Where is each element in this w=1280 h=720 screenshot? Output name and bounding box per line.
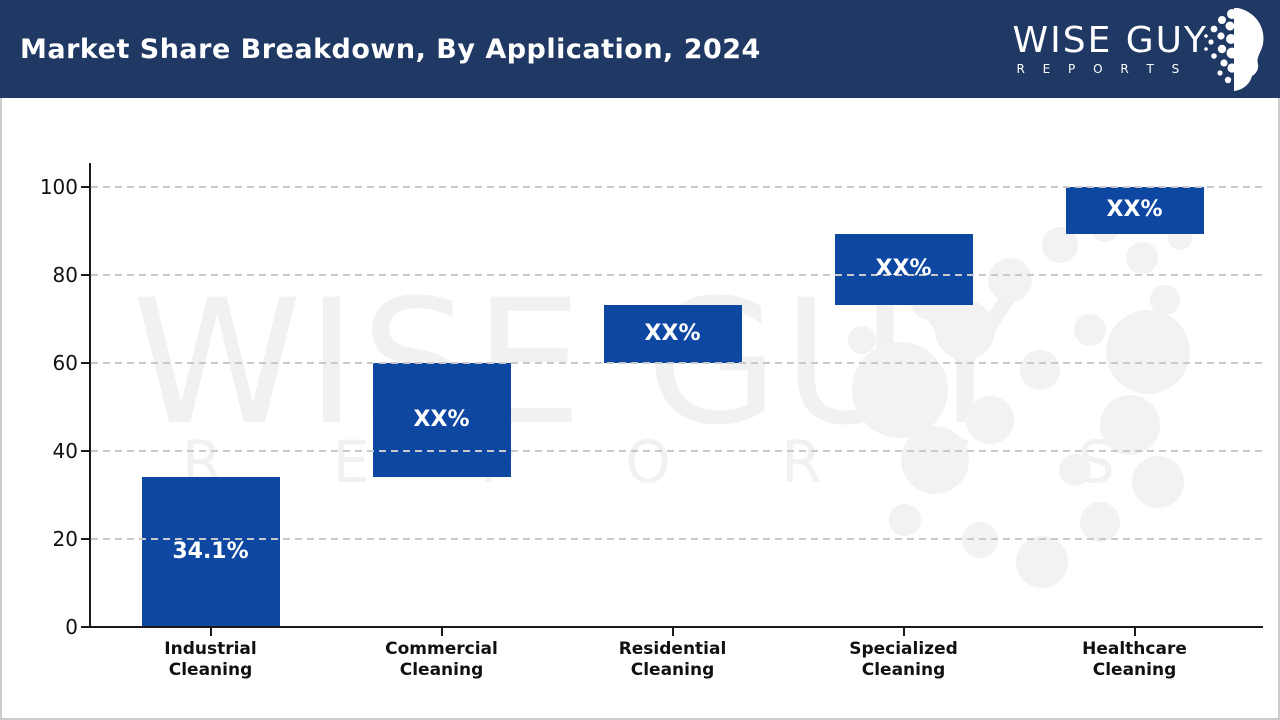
dotted-face-icon	[1204, 8, 1264, 91]
bar-healthcare-cleaning	[1065, 186, 1204, 234]
watermark-dot	[901, 426, 969, 494]
gridline	[91, 273, 1262, 276]
x-category-label: Specialized Cleaning	[849, 639, 958, 680]
watermark-dot	[889, 504, 921, 536]
y-tick-mark	[81, 626, 89, 628]
watermark-dot	[1080, 502, 1120, 542]
x-tick-mark	[440, 628, 443, 636]
bar-value-label: XX%	[875, 256, 932, 282]
watermark-dot	[962, 522, 998, 558]
bar-value-label: 34.1%	[172, 538, 249, 564]
watermark-dot	[1074, 314, 1106, 346]
watermark-dot	[1059, 454, 1091, 486]
x-tick-mark	[1133, 628, 1136, 636]
logo-subtitle: R E P O R T S	[1016, 61, 1187, 76]
y-tick-label: 20	[52, 526, 78, 551]
x-category-label: Commercial Cleaning	[385, 639, 498, 680]
x-category-label: Residential Cleaning	[618, 639, 727, 680]
bar-specialized-cleaning	[834, 233, 973, 305]
y-tick-label: 0	[65, 615, 78, 639]
x-category-label: Healthcare Cleaning	[1082, 639, 1187, 680]
x-tick-mark	[209, 628, 212, 636]
bar-residential-cleaning	[603, 304, 742, 363]
y-tick-mark	[81, 449, 89, 452]
bar-industrial-cleaning	[141, 476, 280, 627]
y-tick-label: 60	[52, 350, 78, 375]
logo-wordmark: WISE GUY	[1012, 19, 1208, 61]
bar-commercial-cleaning	[372, 362, 511, 477]
watermark-dot	[966, 396, 1014, 444]
watermark-dot	[1016, 536, 1068, 588]
watermark-dot	[848, 326, 876, 354]
gridline	[91, 361, 1262, 364]
gridline	[91, 185, 1262, 188]
bar-value-label: XX%	[644, 320, 701, 346]
watermark-dot	[1020, 350, 1060, 390]
x-category-label: Industrial Cleaning	[164, 639, 257, 680]
watermark-subtitle: R E P O R T S	[182, 428, 1161, 496]
y-axis-line	[89, 163, 91, 628]
x-tick-mark	[902, 628, 905, 636]
gridline	[91, 537, 1262, 540]
logo-text: WISE GUY R E P O R T S	[1012, 19, 1209, 76]
wise-guy-reports-logo: WISE GUY R E P O R T S	[1013, 6, 1280, 92]
x-tick-mark	[671, 628, 674, 636]
watermark-dot	[988, 258, 1032, 302]
gridline	[91, 449, 1262, 452]
watermark-dot	[1132, 456, 1184, 508]
y-tick-mark	[81, 361, 89, 364]
watermark-dot	[1100, 395, 1160, 455]
title-bar: Market Share Breakdown, By Application, …	[0, 0, 1280, 98]
watermark-dot	[1106, 310, 1190, 394]
y-tick-mark	[81, 537, 89, 540]
y-tick-mark	[81, 273, 89, 276]
bar-value-label: XX%	[1106, 197, 1163, 223]
y-tick-label: 80	[52, 262, 78, 287]
watermark-dot	[852, 342, 948, 438]
y-tick-label: 40	[52, 438, 78, 463]
y-tick-mark	[81, 185, 89, 188]
page-title: Market Share Breakdown, By Application, …	[20, 33, 761, 65]
y-tick-label: 100	[39, 174, 78, 199]
watermark-dot	[1126, 242, 1158, 274]
x-axis-line	[89, 626, 1263, 628]
bar-value-label: XX%	[413, 406, 470, 432]
